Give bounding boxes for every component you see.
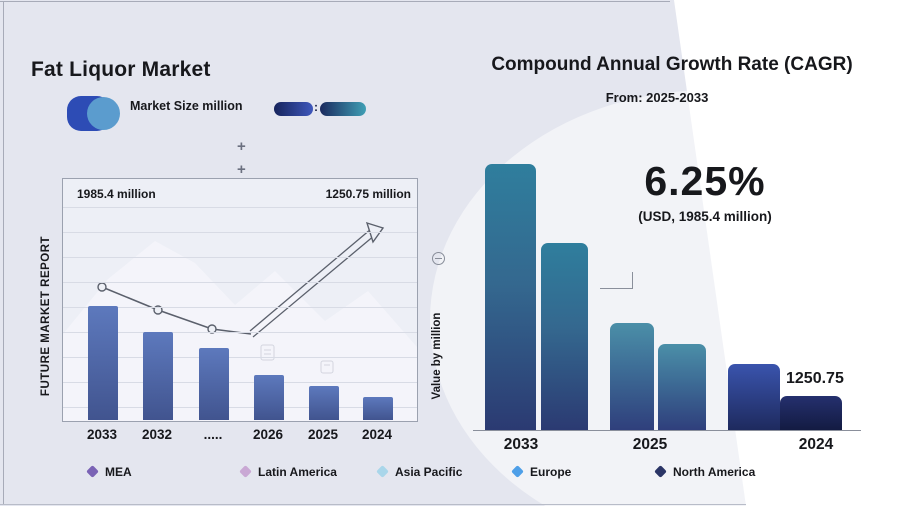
cagr-title: Compound Annual Growth Rate (CAGR) bbox=[491, 54, 853, 75]
legend-label: Asia Pacific bbox=[395, 465, 463, 479]
x-tick: 2025 bbox=[307, 427, 339, 442]
side-brand-text: FUTURE MARKET REPORT bbox=[40, 235, 52, 397]
cagr-bar bbox=[485, 164, 536, 430]
market-size-chart: 1985.4 million 1250.75 million bbox=[62, 178, 418, 422]
bar-2024 bbox=[363, 397, 393, 420]
start-value-annotation: 1985.4 million bbox=[77, 187, 156, 201]
plus-icon: + bbox=[237, 161, 246, 178]
market-size-label: Market Size million bbox=[130, 99, 243, 113]
minus-circle-icon bbox=[432, 252, 445, 265]
cagr-note: (USD, 1985.4 million) bbox=[638, 209, 772, 224]
ratio-separator: : bbox=[314, 100, 318, 114]
ratio-pill-blue bbox=[274, 102, 313, 116]
cagr-bar bbox=[780, 396, 842, 430]
cagr-axis-line bbox=[473, 430, 861, 431]
bar-2026 bbox=[254, 375, 284, 420]
cagr-value: 6.25% bbox=[644, 158, 766, 204]
bar-..... bbox=[199, 348, 229, 420]
market-size-x-axis: 2033 2032 ..... 2026 2025 2024 bbox=[62, 427, 418, 445]
x-tick: 2025 bbox=[632, 436, 668, 453]
bar-2025 bbox=[309, 386, 339, 420]
bar-2033 bbox=[88, 306, 118, 420]
diamond-icon bbox=[239, 465, 252, 478]
x-tick: 2024 bbox=[361, 427, 393, 442]
cylinder-icon bbox=[67, 96, 120, 131]
left-border-line bbox=[3, 1, 4, 504]
legend-label: MEA bbox=[105, 465, 132, 479]
plus-icon: + bbox=[237, 138, 246, 155]
y-axis-label: Value by million bbox=[431, 312, 443, 400]
page-title: Fat Liquor Market bbox=[31, 58, 211, 81]
bar-2032 bbox=[143, 332, 173, 420]
legend-label: North America bbox=[673, 465, 756, 479]
legend-label: Europe bbox=[530, 465, 572, 479]
cagr-bar bbox=[728, 364, 780, 430]
x-tick: 2033 bbox=[503, 436, 539, 453]
diamond-icon bbox=[86, 465, 99, 478]
top-border-line bbox=[0, 1, 670, 2]
diamond-icon bbox=[376, 465, 389, 478]
ratio-pill-teal bbox=[320, 102, 366, 116]
bracket-line bbox=[600, 272, 633, 289]
gridlines bbox=[63, 207, 417, 412]
cagr-bar bbox=[541, 243, 588, 430]
x-tick: 2024 bbox=[798, 436, 834, 453]
x-tick: ..... bbox=[203, 427, 223, 442]
cagr-subtitle: From: 2025-2033 bbox=[605, 90, 709, 105]
x-tick: 2026 bbox=[252, 427, 284, 442]
x-tick: 2032 bbox=[141, 427, 173, 442]
cagr-bar bbox=[658, 344, 706, 430]
end-value-label: 1250.75 bbox=[786, 370, 844, 387]
legend-label: Latin America bbox=[258, 465, 337, 479]
x-tick: 2033 bbox=[86, 427, 118, 442]
end-value-annotation: 1250.75 million bbox=[325, 187, 411, 201]
cagr-bar bbox=[610, 323, 654, 430]
bottom-border-line bbox=[0, 504, 746, 505]
